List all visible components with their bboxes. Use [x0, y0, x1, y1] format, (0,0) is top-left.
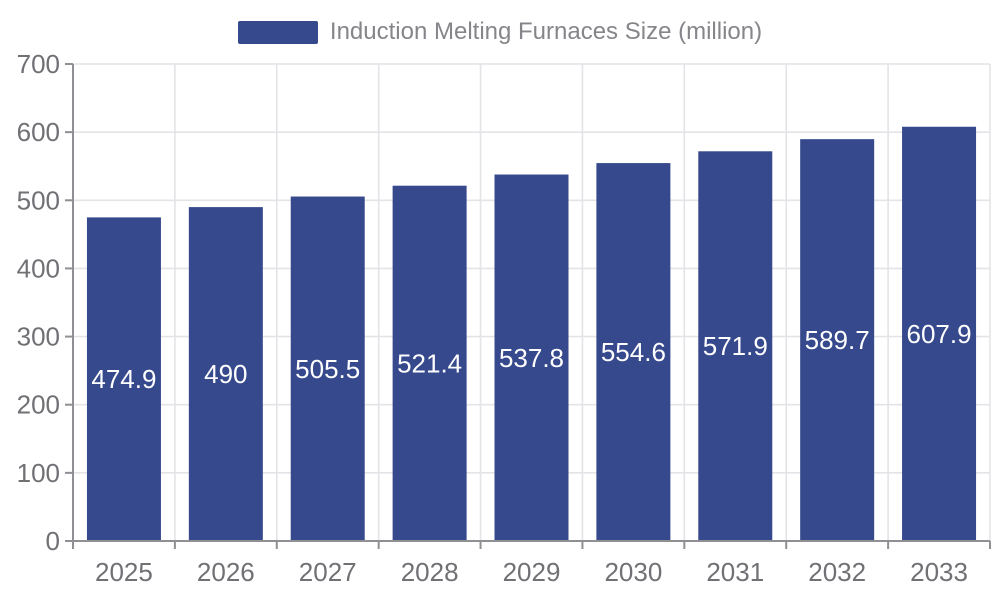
y-axis-tick-label: 200	[17, 390, 60, 420]
bar-value-label: 607.9	[907, 319, 972, 349]
x-axis-tick-label: 2029	[503, 557, 561, 587]
bar-value-label: 474.9	[91, 364, 156, 394]
bar-2031[interactable]	[698, 151, 773, 541]
bar-value-label: 537.8	[499, 343, 564, 373]
x-axis-tick-label: 2028	[401, 557, 459, 587]
legend[interactable]: Induction Melting Furnaces Size (million…	[0, 18, 1000, 46]
legend-swatch[interactable]	[237, 20, 318, 44]
bar-2032[interactable]	[800, 139, 875, 542]
bar-value-label: 490	[204, 359, 247, 389]
bar-2026[interactable]	[188, 207, 263, 541]
y-axis-tick-label: 600	[17, 117, 60, 147]
bar-2025[interactable]	[86, 217, 161, 541]
bar-value-label: 589.7	[805, 325, 870, 355]
y-axis-tick-label: 300	[17, 322, 60, 352]
bar-value-label: 521.4	[397, 348, 462, 378]
y-axis-tick-label: 100	[17, 458, 60, 488]
bar-2027[interactable]	[290, 196, 365, 542]
bar-2030[interactable]	[596, 163, 671, 541]
bar-2029[interactable]	[494, 174, 569, 541]
bar-2028[interactable]	[392, 185, 467, 542]
bar-value-label: 505.5	[295, 354, 360, 384]
y-axis-tick-label: 400	[17, 253, 60, 283]
x-axis-tick-label: 2031	[706, 557, 764, 587]
x-axis-tick-label: 2030	[604, 557, 662, 587]
y-axis-tick-label: 500	[17, 185, 60, 215]
bar-value-label: 554.6	[601, 337, 666, 367]
legend-label[interactable]: Induction Melting Furnaces Size (million…	[329, 18, 763, 45]
y-axis-tick-label: 0	[46, 526, 60, 556]
x-axis-tick-label: 2033	[910, 557, 968, 587]
x-axis-tick-label: 2025	[95, 557, 153, 587]
x-axis-tick-label: 2032	[808, 557, 866, 587]
bar-value-label: 571.9	[703, 331, 768, 361]
x-axis-tick-label: 2027	[299, 557, 357, 587]
y-axis-tick-label: 700	[17, 49, 60, 79]
x-axis-tick-label: 2026	[197, 557, 255, 587]
bar-2033[interactable]	[902, 126, 977, 541]
